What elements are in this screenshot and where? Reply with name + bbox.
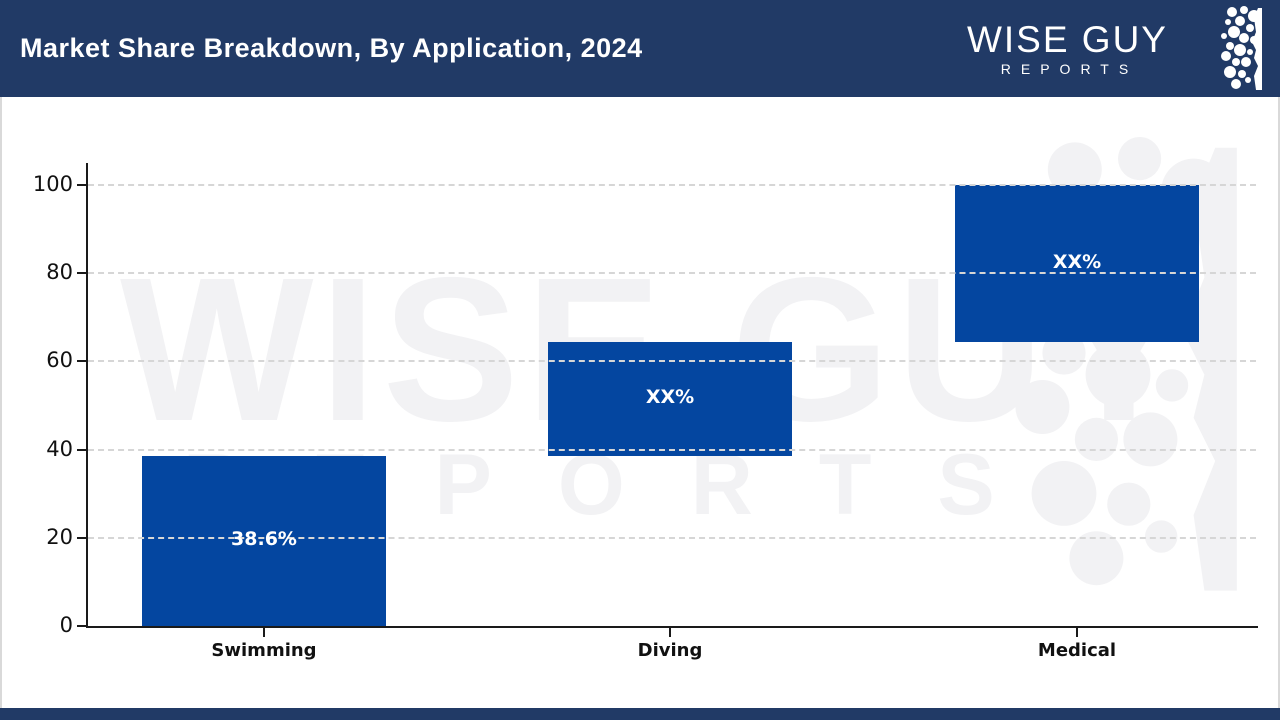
- x-axis-category-label: Diving: [637, 640, 703, 661]
- logo-wordmark: WISE GUY: [966, 19, 1168, 60]
- y-axis-tick-label: 0: [59, 613, 73, 637]
- y-axis-tick-label: 20: [46, 524, 73, 549]
- y-axis-tick-label: 40: [46, 436, 73, 461]
- gridline: [88, 360, 1256, 363]
- y-axis-tick: [77, 360, 86, 363]
- gridline: [88, 272, 1256, 275]
- y-axis-tick-label: 100: [32, 172, 73, 196]
- x-axis-line: [86, 626, 1258, 628]
- y-axis-tick: [77, 536, 86, 539]
- wiseguy-logo: WISE GUY REPORTS: [966, 5, 1280, 92]
- x-axis-tick: [1076, 628, 1078, 637]
- y-axis-tick: [77, 448, 86, 451]
- gridline: [88, 536, 1256, 539]
- y-axis-tick: [77, 184, 86, 186]
- logo-face-icon: [1221, 5, 1262, 90]
- gridline: [88, 448, 1256, 451]
- gridline: [88, 184, 1256, 186]
- bar-value-label: 38.6%: [231, 527, 297, 550]
- bar-swimming: [142, 455, 386, 626]
- logo-reports-text: REPORTS: [1000, 61, 1139, 77]
- x-axis-tick: [669, 628, 671, 637]
- page-title: Market Share Breakdown, By Application, …: [20, 33, 643, 63]
- y-axis-tick: [77, 272, 86, 275]
- x-axis-tick: [263, 628, 265, 637]
- y-axis-line: [86, 163, 88, 628]
- footer-bar: [0, 708, 1280, 720]
- x-axis-category-label: Swimming: [211, 640, 317, 661]
- x-axis-category-label: Medical: [1037, 640, 1117, 661]
- header-bar: Market Share Breakdown, By Application, …: [0, 0, 1280, 97]
- y-axis-tick-label: 60: [46, 348, 73, 373]
- y-axis-tick: [77, 625, 86, 627]
- bar-value-label: XX%: [1052, 250, 1102, 273]
- bar-value-label: XX%: [645, 386, 695, 409]
- y-axis-tick-label: 80: [46, 260, 73, 285]
